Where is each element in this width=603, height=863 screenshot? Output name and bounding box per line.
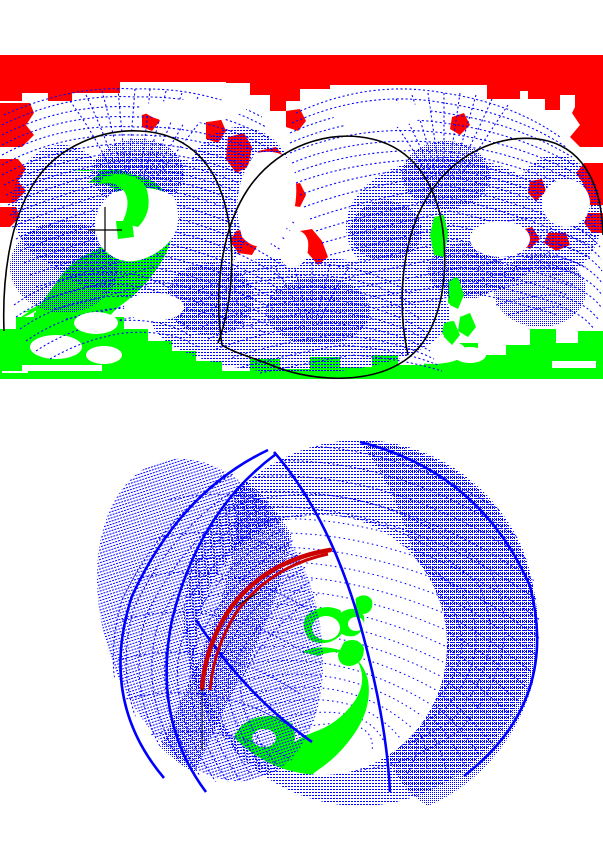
left-lobe-dense-fill bbox=[150, 452, 295, 774]
map-panel-svg bbox=[0, 55, 603, 379]
streamline-field-layer bbox=[1, 88, 603, 374]
contour-layer bbox=[2, 130, 603, 379]
globe-dark-red-arc bbox=[199, 547, 333, 691]
map-panel bbox=[0, 55, 603, 379]
contour-oval-right bbox=[401, 137, 603, 356]
white-hole-layer bbox=[74, 99, 590, 334]
contour-oval-center bbox=[217, 135, 446, 379]
green-overlay-layer bbox=[98, 174, 464, 345]
globe-boundary-ridges bbox=[119, 440, 539, 793]
globe-guide-line bbox=[201, 591, 261, 750]
globe-panel-svg bbox=[96, 440, 540, 815]
contour-oval-left bbox=[2, 130, 233, 344]
globe-panel bbox=[60, 420, 550, 860]
crosshair-marker bbox=[88, 207, 122, 251]
map-layers bbox=[0, 55, 603, 379]
streamlines-medium-fill bbox=[12, 127, 602, 373]
globe-left-lobe bbox=[96, 452, 341, 783]
globe-dark-red-arc-inner bbox=[208, 552, 329, 691]
